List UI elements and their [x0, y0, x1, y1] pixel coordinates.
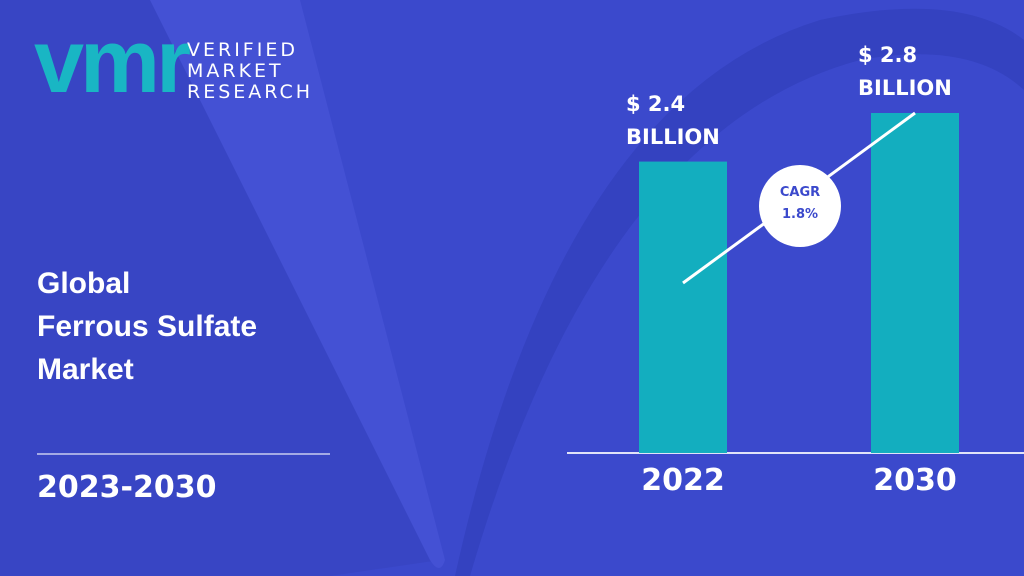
x-tick-label: 2022 — [641, 463, 725, 498]
value-label: $ 2.8 BILLION — [858, 43, 952, 100]
logo-line: RESEARCH — [187, 81, 314, 103]
period: 2023-2030 — [37, 470, 217, 505]
logo-text: VERIFIED MARKET RESEARCH — [187, 40, 313, 103]
logo-line: VERIFIED — [187, 39, 298, 61]
bar — [639, 161, 727, 454]
title: Global Ferrous Sulfate Market — [37, 262, 257, 391]
bar — [871, 113, 959, 453]
logo-line: MARKET — [187, 60, 284, 82]
cagr-value: 1.8% — [781, 207, 819, 222]
logo-mark: vmr — [34, 12, 191, 112]
cagr: CAGR 1.8% — [760, 182, 840, 226]
cagr-circle — [759, 165, 841, 247]
title-line: Global — [37, 267, 131, 300]
title-line: Market — [37, 353, 134, 386]
title-line: Ferrous Sulfate — [37, 310, 258, 343]
cagr-label: CAGR — [779, 185, 821, 200]
bars — [639, 113, 959, 454]
value-label: $ 2.4 BILLION — [626, 91, 720, 149]
x-tick-label: 2030 — [873, 463, 957, 498]
bg-shape — [150, 0, 445, 568]
bg-shape — [0, 0, 440, 576]
